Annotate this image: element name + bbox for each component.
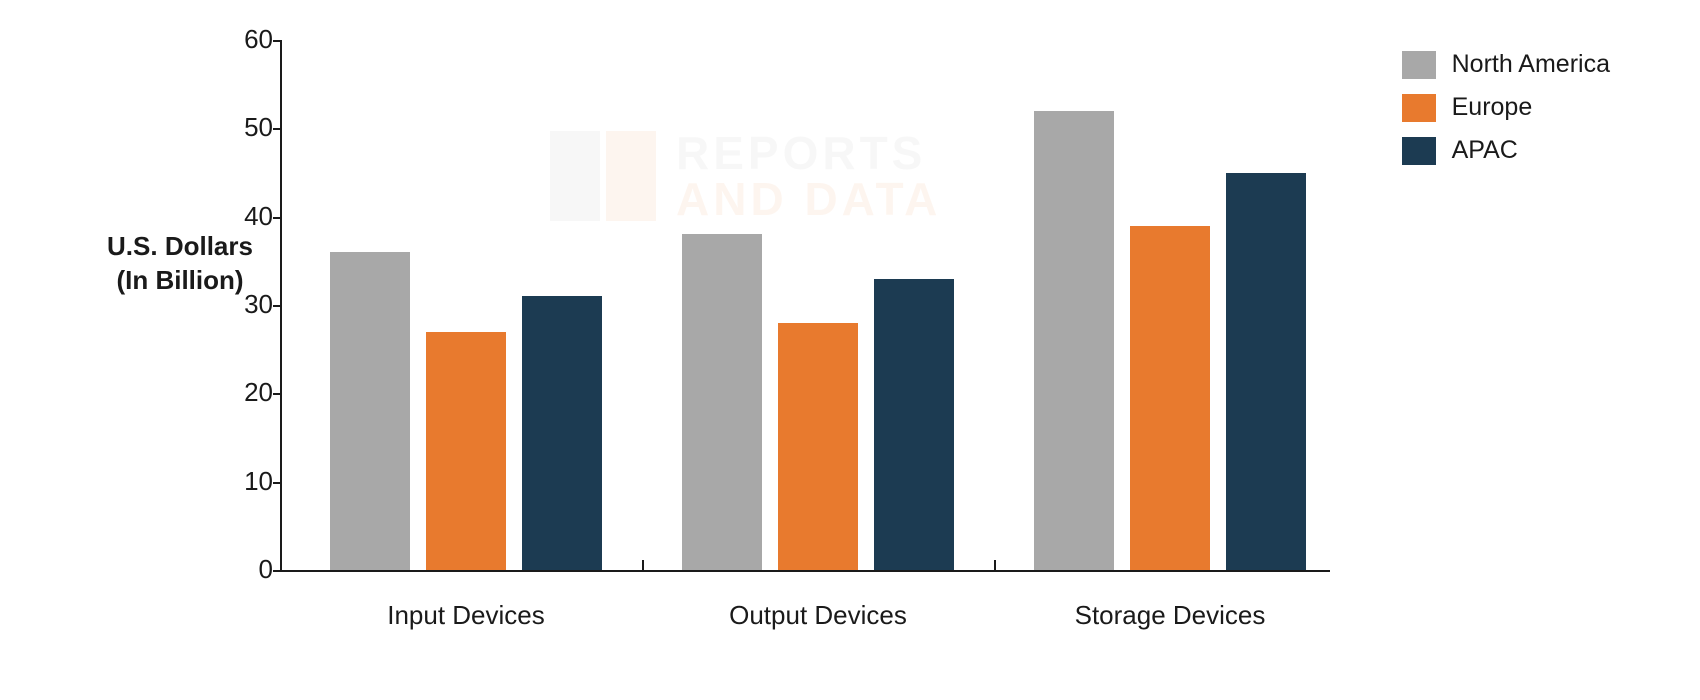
y-tick-label: 20	[225, 377, 273, 408]
bar	[1034, 111, 1114, 570]
bar	[426, 332, 506, 571]
y-axis-label: U.S. Dollars (In Billion)	[90, 230, 270, 298]
x-axis	[280, 570, 1330, 572]
group-divider	[642, 560, 644, 570]
bar	[1130, 226, 1210, 571]
bar	[778, 323, 858, 570]
bar	[874, 279, 954, 571]
legend-item: North America	[1402, 50, 1610, 79]
y-tick-mark	[273, 393, 282, 395]
category-label: Output Devices	[662, 600, 974, 631]
bar	[330, 252, 410, 570]
watermark-line-2: AND DATA	[676, 176, 941, 222]
y-tick-mark	[273, 40, 282, 42]
y-axis-label-line1: U.S. Dollars	[107, 231, 253, 261]
legend-item: APAC	[1402, 136, 1610, 165]
legend-label: Europe	[1452, 93, 1533, 122]
y-tick-label: 50	[225, 112, 273, 143]
watermark-text: REPORTS AND DATA	[676, 130, 941, 222]
category-label: Input Devices	[310, 600, 622, 631]
y-tick-label: 60	[225, 24, 273, 55]
legend-item: Europe	[1402, 93, 1610, 122]
y-tick-label: 10	[225, 466, 273, 497]
watermark-line-1: REPORTS	[676, 130, 941, 176]
watermark-logo-left	[550, 131, 600, 221]
watermark-logo-right	[606, 131, 656, 221]
legend-label: North America	[1452, 50, 1610, 79]
legend-swatch	[1402, 94, 1436, 122]
watermark: REPORTS AND DATA	[550, 130, 941, 222]
y-tick-label: 0	[225, 554, 273, 585]
legend-swatch	[1402, 51, 1436, 79]
y-tick-label: 30	[225, 289, 273, 320]
group-divider	[994, 560, 996, 570]
y-tick-mark	[273, 128, 282, 130]
bar	[522, 296, 602, 570]
bar	[1226, 173, 1306, 571]
legend: North America Europe APAC	[1402, 50, 1610, 179]
watermark-logo	[550, 131, 656, 221]
y-tick-mark	[273, 482, 282, 484]
y-tick-mark	[273, 305, 282, 307]
y-tick-label: 40	[225, 201, 273, 232]
legend-label: APAC	[1452, 136, 1518, 165]
y-tick-mark	[273, 570, 282, 572]
legend-swatch	[1402, 137, 1436, 165]
y-tick-mark	[273, 217, 282, 219]
bar	[682, 234, 762, 570]
category-label: Storage Devices	[1014, 600, 1326, 631]
